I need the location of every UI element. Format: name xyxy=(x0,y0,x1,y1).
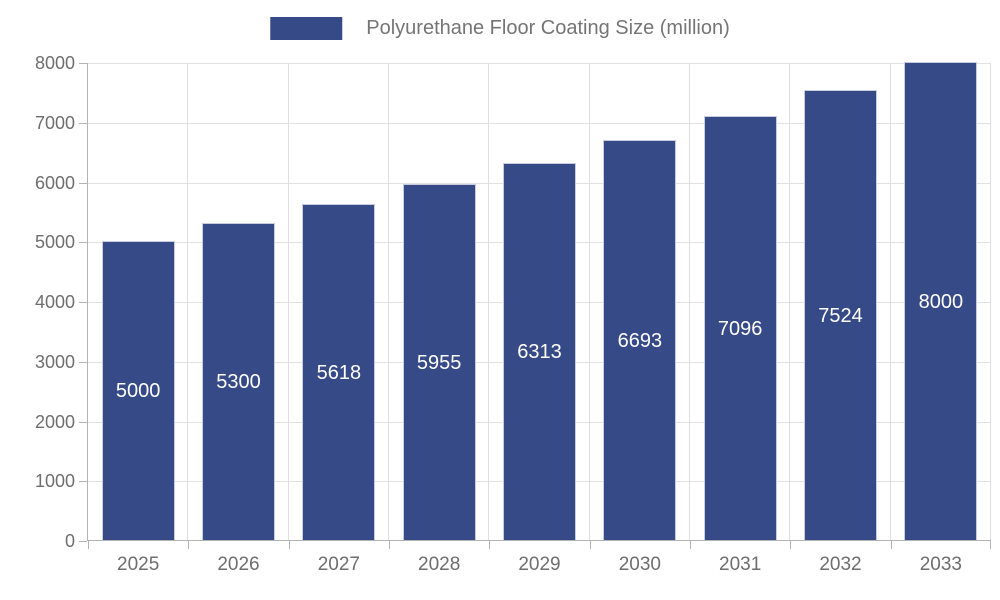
plot-area: 0 1000 2000 3000 4000 5000 6000 7000 8000 5000 202… xyxy=(35,54,991,574)
y-tick-label: 4000 xyxy=(34,292,75,312)
y-tick-label: 5000 xyxy=(34,232,75,253)
y-tick-mark xyxy=(79,481,87,483)
y-tick-mark xyxy=(79,242,87,244)
x-tick-mark xyxy=(790,540,792,549)
gridline-vertical xyxy=(287,63,289,540)
legend-swatch-icon xyxy=(270,17,343,40)
x-tick-label: 2031 xyxy=(719,554,762,575)
x-tick-mark xyxy=(88,540,89,549)
bar-value-label: 6693 xyxy=(617,329,663,352)
bar-value-label: 5300 xyxy=(216,371,261,394)
x-tick-label: 2028 xyxy=(418,554,461,575)
x-tick-mark xyxy=(389,540,390,549)
x-tick-mark xyxy=(589,540,591,549)
y-tick-mark xyxy=(79,361,87,363)
y-tick-mark xyxy=(79,122,87,124)
x-tick-label: 2033 xyxy=(919,554,962,575)
x-tick-label: 2032 xyxy=(819,554,862,575)
x-tick-label: 2025 xyxy=(117,554,160,575)
bar-value-label: 5955 xyxy=(416,351,462,374)
bar-value-label: 8000 xyxy=(918,290,964,313)
gridline-horizontal xyxy=(88,122,990,124)
x-tick-mark xyxy=(288,540,290,549)
bar[interactable]: 5000 xyxy=(101,241,175,540)
gridline-vertical xyxy=(588,63,590,540)
x-tick-label: 2029 xyxy=(518,554,561,575)
bar[interactable]: 7524 xyxy=(804,90,877,540)
y-tick-label: 3000 xyxy=(34,351,75,372)
gridline-vertical xyxy=(889,63,891,540)
y-tick-label: 6000 xyxy=(34,172,75,193)
legend-item[interactable]: Polyurethane Floor Coating Size (million… xyxy=(270,17,730,40)
gridline-vertical xyxy=(789,63,791,540)
y-tick-label: 7000 xyxy=(34,112,75,133)
y-tick-label: 1000 xyxy=(34,471,75,492)
y-tick-mark xyxy=(79,302,87,303)
y-tick-label: 2000 xyxy=(34,411,75,432)
bar[interactable]: 5955 xyxy=(402,184,476,540)
bar-value-label: 5618 xyxy=(316,361,362,384)
bar-value-label: 6313 xyxy=(517,340,562,363)
x-tick-label: 2027 xyxy=(317,554,360,575)
x-tick-mark xyxy=(188,540,190,549)
bar[interactable]: 6313 xyxy=(503,162,576,540)
bar[interactable]: 7096 xyxy=(703,116,777,540)
bar-value-label: 5000 xyxy=(115,380,161,403)
x-tick-mark xyxy=(690,540,691,549)
x-tick-label: 2026 xyxy=(217,554,260,575)
y-tick-mark xyxy=(79,182,87,184)
bar[interactable]: 5300 xyxy=(202,223,275,540)
bar-value-label: 7096 xyxy=(717,317,763,340)
y-tick-label: 0 xyxy=(64,531,75,551)
y-tick-label: 8000 xyxy=(34,53,75,73)
y-tick-mark xyxy=(79,541,87,542)
gridline-vertical xyxy=(488,63,490,540)
x-tick-mark xyxy=(990,540,991,549)
gridline-vertical xyxy=(689,63,690,540)
gridline-vertical xyxy=(388,63,389,540)
x-tick-mark xyxy=(890,540,892,549)
bar[interactable]: 5618 xyxy=(302,204,376,540)
x-tick-label: 2030 xyxy=(618,554,661,575)
bar[interactable]: 8000 xyxy=(904,62,978,540)
bar-value-label: 7524 xyxy=(818,304,863,327)
gridline-horizontal xyxy=(88,63,990,64)
x-tick-mark xyxy=(489,540,491,549)
y-tick-mark xyxy=(79,421,87,423)
bar[interactable]: 6693 xyxy=(603,140,677,540)
gridline-vertical xyxy=(990,63,991,540)
gridline-vertical xyxy=(187,63,189,540)
legend-label: Polyurethane Floor Coating Size (million… xyxy=(366,17,730,39)
y-tick-mark xyxy=(79,63,87,64)
